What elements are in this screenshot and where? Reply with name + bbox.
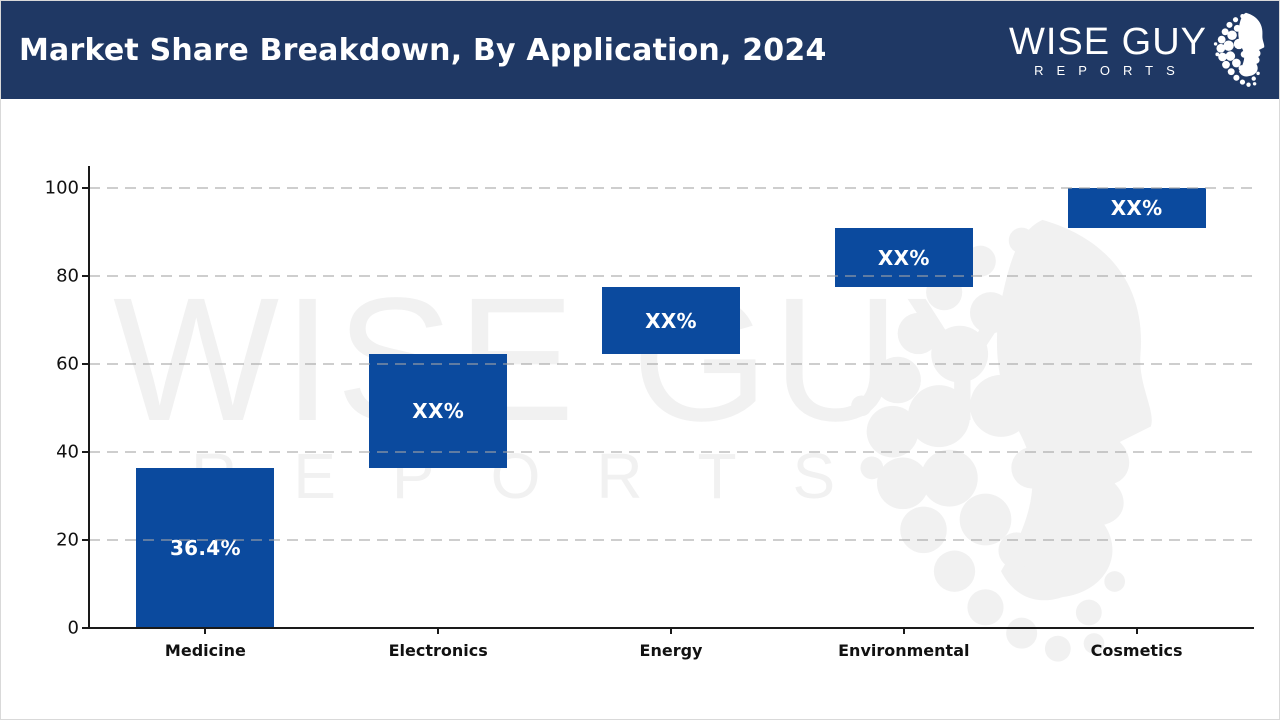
logo-face-icon: [1213, 12, 1265, 87]
x-tick-mark-energy: [670, 628, 672, 634]
y-tick-label-20: 20: [56, 529, 79, 551]
bar-value-label: XX%: [645, 308, 697, 333]
y-tick-mark-100: [82, 187, 89, 189]
page-title: Market Share Breakdown, By Application, …: [19, 32, 827, 68]
x-tick-label-cosmetics: Cosmetics: [1090, 641, 1183, 660]
y-tick-mark-40: [82, 451, 89, 453]
logo-text: WISE GUY REPORTS: [1009, 23, 1207, 77]
bar-environmental: XX%: [834, 227, 973, 288]
bar-cosmetics: XX%: [1067, 188, 1206, 228]
y-tick-mark-80: [82, 275, 89, 277]
gridline-100: [89, 187, 1253, 189]
bar-value-label: XX%: [1110, 195, 1163, 220]
x-tick-mark-electronics: [437, 628, 440, 634]
bar-medicine: 36.4%: [136, 467, 275, 628]
x-axis-spine: [88, 627, 1254, 629]
bar-electronics: XX%: [369, 353, 508, 468]
bar-energy: XX%: [602, 287, 740, 354]
y-axis-spine: [88, 166, 90, 629]
gridline-40: [89, 451, 1253, 453]
y-tick-label-40: 40: [56, 441, 79, 463]
y-tick-label-80: 80: [56, 265, 79, 287]
bar-value-label: XX%: [412, 398, 465, 423]
y-tick-mark-60: [82, 363, 89, 365]
y-tick-label-0: 0: [67, 617, 79, 639]
y-tick-label-60: 60: [56, 353, 79, 375]
x-tick-label-environmental: Environmental: [838, 641, 970, 660]
bar-value-label: XX%: [877, 245, 930, 270]
gridline-60: [89, 363, 1253, 365]
x-tick-label-electronics: Electronics: [388, 641, 488, 660]
gridline-80: [89, 275, 1253, 277]
y-tick-mark-20: [82, 539, 89, 541]
logo-wiseguy-text: WISE GUY: [1008, 21, 1207, 63]
y-tick-label-100: 100: [44, 177, 79, 199]
x-tick-mark-cosmetics: [1135, 628, 1138, 634]
x-tick-mark-medicine: [204, 628, 207, 634]
wise-guy-reports-logo: WISE GUY REPORTS: [1009, 11, 1265, 89]
x-tick-label-energy: Energy: [639, 641, 703, 660]
x-tick-label-medicine: Medicine: [164, 641, 246, 660]
logo-reports-text: REPORTS: [1034, 63, 1188, 78]
header-bar: Market Share Breakdown, By Application, …: [1, 1, 1279, 99]
x-tick-mark-environmental: [902, 628, 905, 634]
gridline-20: [89, 539, 1253, 541]
y-tick-mark-0: [82, 627, 89, 629]
